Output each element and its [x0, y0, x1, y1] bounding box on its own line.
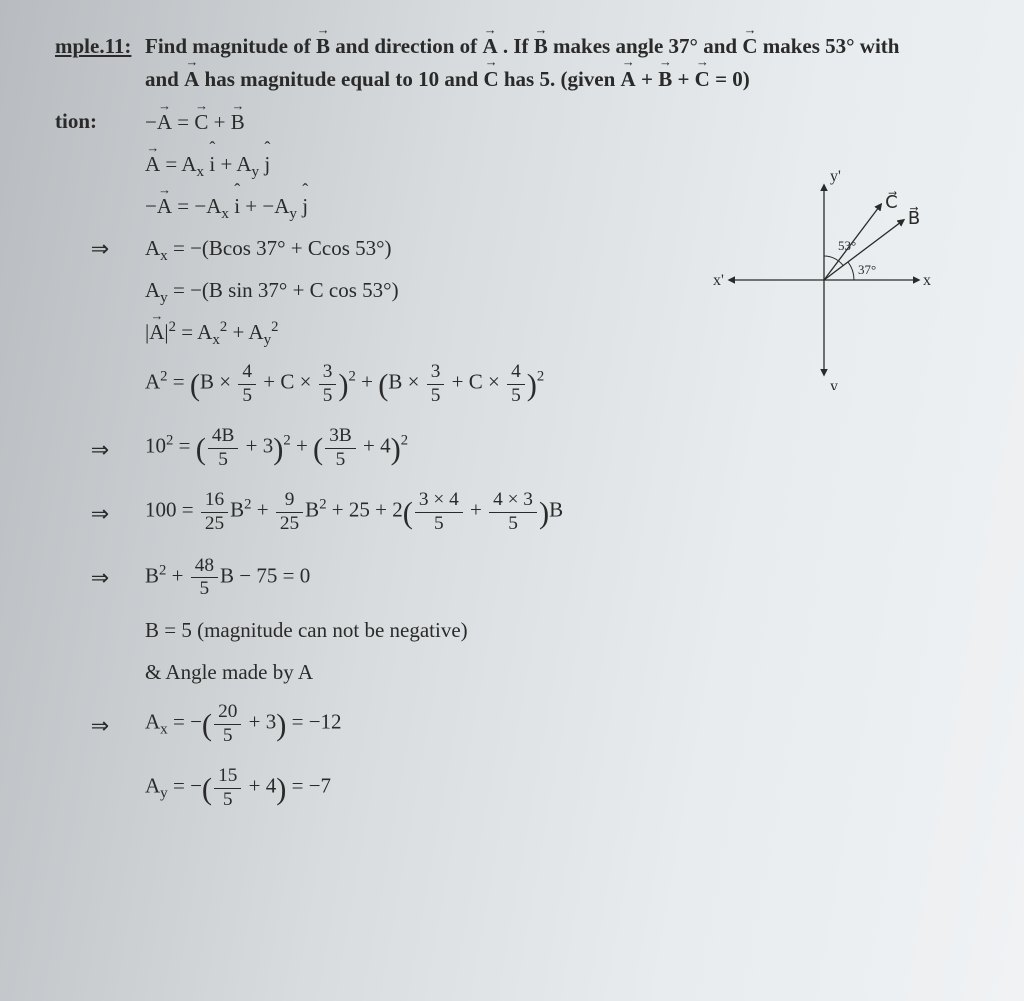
svg-text:53°: 53°: [838, 238, 856, 253]
math-expression: B = 5 (magnitude can not be negative): [145, 614, 979, 647]
implies-arrow: ⇒: [55, 709, 145, 743]
work-line: & Angle made by A: [55, 652, 979, 694]
math-expression: −A = C + B: [145, 106, 979, 139]
page: mple.11: Find magnitude of B and directi…: [0, 0, 1024, 832]
implies-arrow: ⇒: [55, 232, 145, 266]
implies-arrow: ⇒: [55, 497, 145, 531]
question-text: Find magnitude of B and direction of A .…: [145, 30, 979, 95]
svg-text:37°: 37°: [858, 262, 876, 277]
solution-label: tion:: [55, 105, 145, 138]
work-line: ⇒102 = (4B5 + 3)2 + (3B5 + 4)2: [55, 418, 979, 482]
svg-text:B⃗: B⃗: [908, 207, 920, 228]
implies-arrow: ⇒: [55, 561, 145, 595]
svg-text:x: x: [923, 272, 931, 289]
svg-text:x': x': [713, 272, 724, 289]
math-expression: Ax = −(205 + 3) = −12: [145, 701, 979, 749]
implies-arrow: ⇒: [55, 433, 145, 467]
math-expression: 102 = (4B5 + 3)2 + (3B5 + 4)2: [145, 425, 979, 473]
work-line: −A = C + B: [55, 102, 979, 144]
svg-text:C⃗: C⃗: [885, 191, 898, 212]
work-line: Ay = −(155 + 4) = −7: [55, 758, 979, 822]
example-header: mple.11: Find magnitude of B and directi…: [55, 30, 979, 95]
svg-text:y': y': [830, 168, 841, 185]
work-line: ⇒Ax = −(205 + 3) = −12: [55, 694, 979, 758]
svg-text:y: y: [830, 378, 838, 390]
work-line: ⇒100 = 1625B2 + 925B2 + 25 + 2(3 × 45 + …: [55, 482, 979, 546]
vector-diagram: x x' y' y B⃗ C⃗ 37°53°: [704, 160, 964, 390]
example-label: mple.11:: [55, 30, 145, 63]
work-line: B = 5 (magnitude can not be negative): [55, 610, 979, 652]
math-expression: & Angle made by A: [145, 656, 979, 689]
math-expression: Ay = −(155 + 4) = −7: [145, 765, 979, 813]
math-expression: 100 = 1625B2 + 925B2 + 25 + 2(3 × 45 + 4…: [145, 489, 979, 537]
work-line: ⇒B2 + 485B − 75 = 0: [55, 546, 979, 610]
math-expression: B2 + 485B − 75 = 0: [145, 555, 979, 600]
